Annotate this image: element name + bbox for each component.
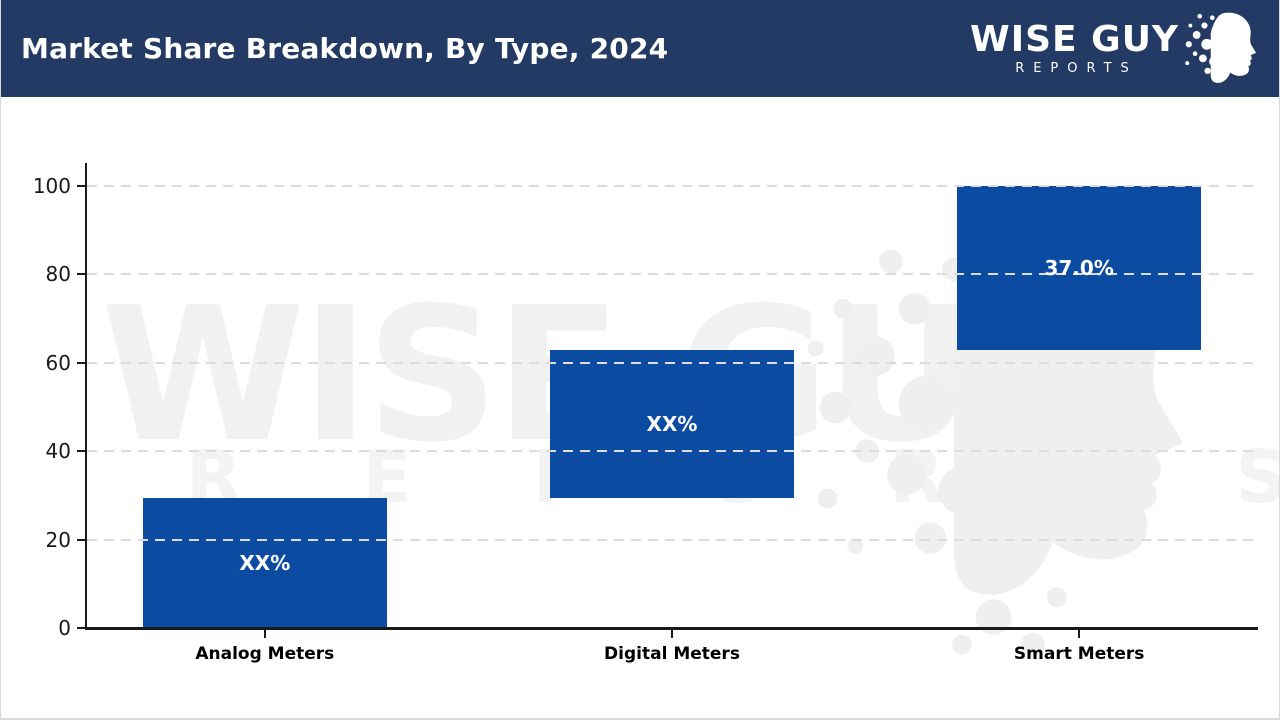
brand-logo: WISE GUY REPORTS [970, 0, 1267, 97]
y-tick-label: 20 [45, 527, 71, 552]
gridline-100 [87, 185, 1257, 187]
y-tick-label: 80 [45, 262, 71, 287]
x-tick-mark [263, 630, 266, 638]
page-title: Market Share Breakdown, By Type, 2024 [21, 32, 669, 65]
gridline-20 [87, 538, 1257, 541]
brand-subtitle: REPORTS [1015, 60, 1138, 76]
x-axis-line [85, 627, 1258, 630]
y-tick-label: 100 [32, 174, 71, 198]
y-tick-mark [77, 450, 85, 453]
brand-text: WISE GUY REPORTS [969, 18, 1179, 76]
y-tick-label: 0 [58, 616, 71, 640]
plot-area: XX% XX% 37.0% [87, 185, 1257, 628]
category-label: Analog Meters [195, 644, 335, 664]
header-bar: Market Share Breakdown, By Type, 2024 WI… [1, 0, 1279, 97]
bar-value-label: XX% [239, 550, 291, 575]
x-tick-mark [1078, 630, 1081, 638]
y-tick-label: 60 [45, 350, 71, 375]
bar-value-label: XX% [646, 411, 698, 436]
y-tick-mark [77, 627, 85, 629]
y-axis-labels: 0 20 40 60 80 100 [1, 174, 71, 640]
gridline-40 [87, 450, 1257, 453]
y-tick-mark [77, 185, 85, 187]
x-tick-mark [671, 630, 673, 638]
y-tick-label: 40 [45, 439, 71, 464]
y-tick-mark [77, 273, 85, 276]
category-label: Smart Meters [1013, 644, 1145, 664]
x-axis-labels: Analog Meters Digital Meters Smart Meters [87, 644, 1257, 670]
category-label: Digital Meters [604, 644, 740, 664]
y-axis-line [85, 163, 87, 629]
gridline-60 [87, 361, 1257, 364]
bar-digital-meters [549, 349, 795, 498]
brand-name: WISE GUY [969, 18, 1179, 60]
y-tick-mark [77, 538, 85, 541]
bar-analog-meters [142, 497, 388, 628]
wise-guy-face-icon [1185, 12, 1257, 83]
gridline-80 [87, 273, 1257, 276]
bar-value-label: 37.0% [1044, 255, 1114, 280]
y-tick-mark [77, 361, 85, 364]
